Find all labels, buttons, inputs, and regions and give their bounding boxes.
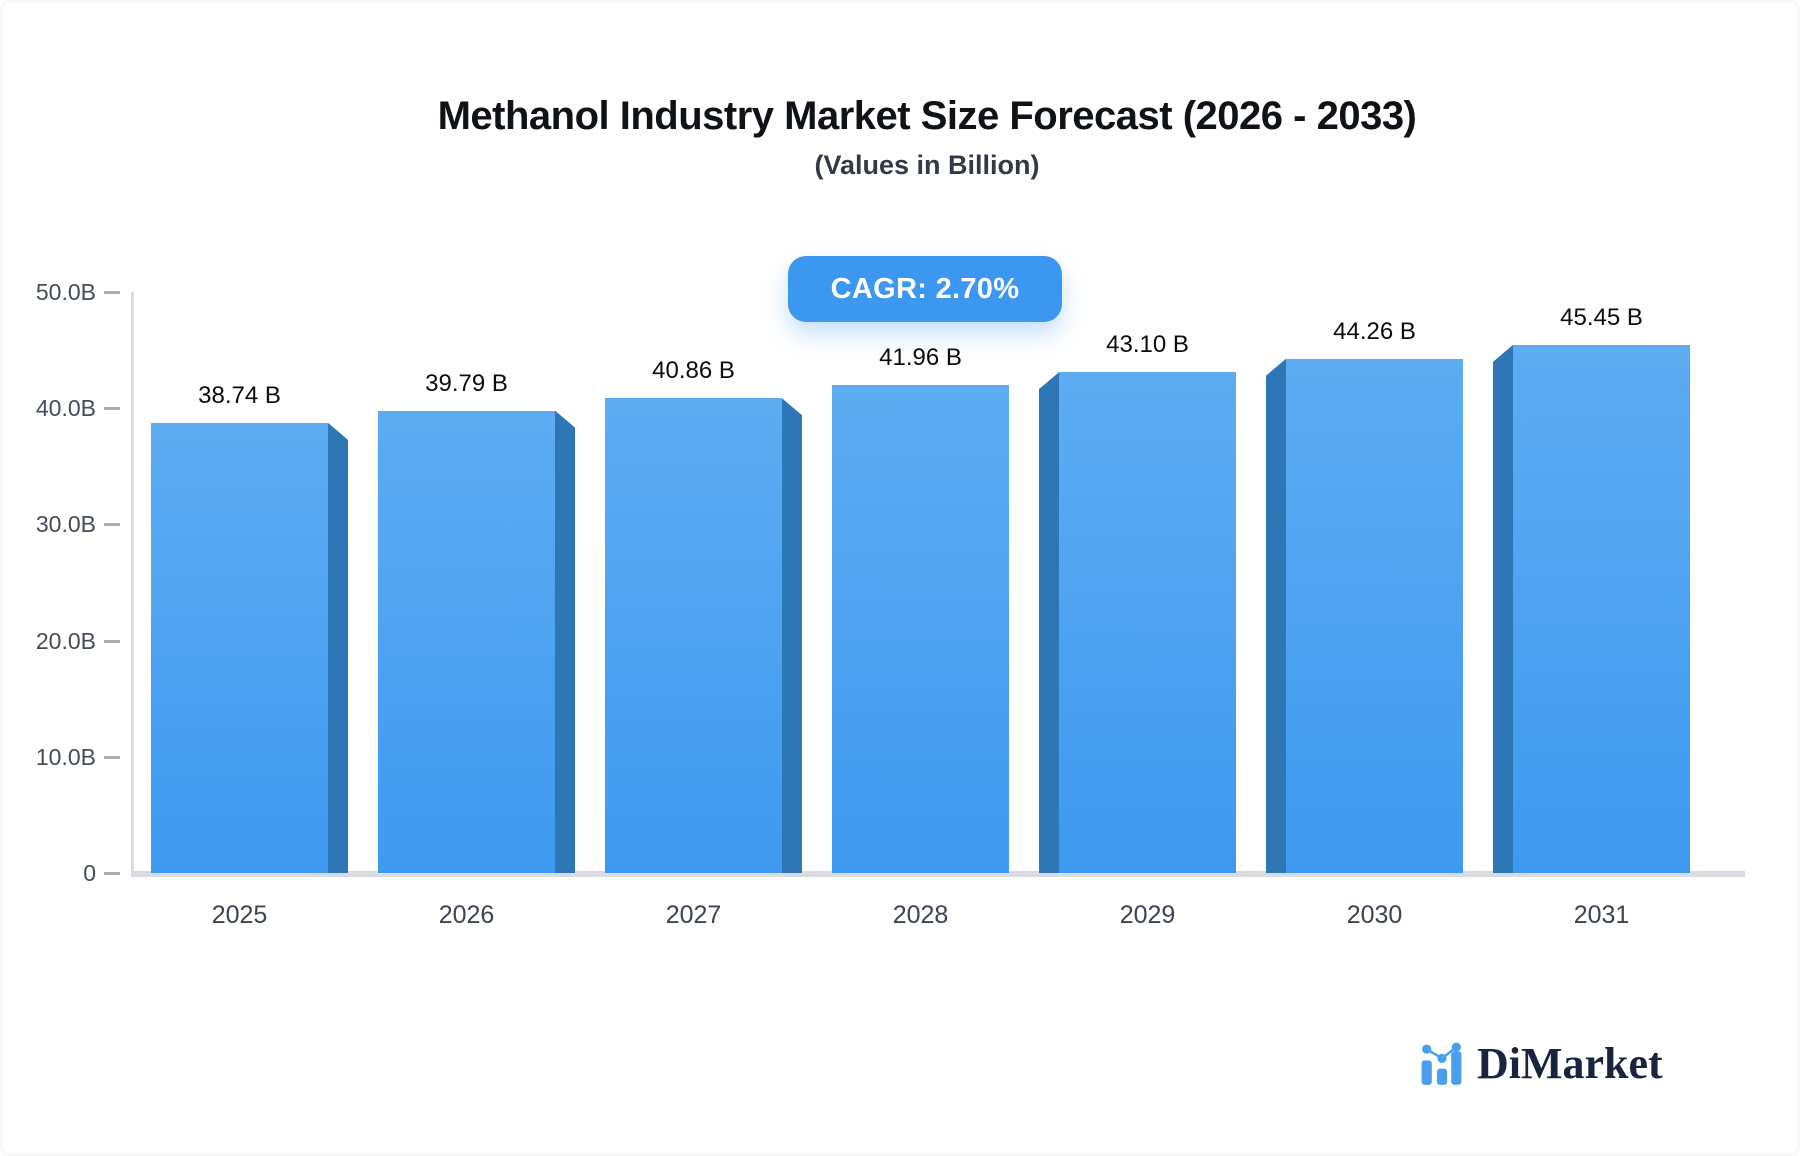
- x-axis-label: 2028: [892, 901, 949, 929]
- bar-2029: [1059, 372, 1236, 873]
- chart-subtitle: (Values in Billion): [814, 150, 1040, 180]
- bar-2027: [605, 398, 782, 873]
- bar-3d-side: [782, 398, 802, 873]
- x-axis-label: 2026: [438, 901, 495, 929]
- bar-2026: [378, 410, 555, 873]
- bar-2030: [1286, 358, 1463, 873]
- y-axis-line: [131, 292, 134, 876]
- chart-title: Methanol Industry Market Size Forecast (…: [437, 94, 1417, 138]
- x-axis-label: 2030: [1346, 901, 1403, 929]
- x-axis-label: 2027: [665, 901, 722, 929]
- y-tick-label: 50.0B: [35, 279, 96, 305]
- mini-bar-chart-logo-icon: [1421, 1042, 1462, 1085]
- x-axis-line: [131, 871, 1745, 877]
- y-tick-mark: [104, 872, 120, 875]
- y-tick-label: 30.0B: [35, 511, 96, 538]
- x-axis-label: 2029: [1119, 901, 1176, 929]
- bar-value-label: 39.79 B: [425, 369, 508, 397]
- bar-3d-side: [1039, 372, 1059, 873]
- y-tick-label: 40.0B: [35, 395, 96, 422]
- y-tick-label: 0: [83, 860, 96, 886]
- y-tick-mark: [104, 291, 120, 294]
- y-tick-mark: [104, 523, 120, 527]
- bar-3d-side: [1493, 344, 1513, 873]
- bar-value-label: 43.10 B: [1106, 331, 1189, 359]
- y-tick-mark: [104, 755, 120, 759]
- x-axis-label: 2025: [211, 901, 268, 929]
- dimarket-logo: DiMarket: [1416, 1040, 1663, 1088]
- bar-value-label: 40.86 B: [652, 357, 735, 385]
- bar-3d-side: [1266, 358, 1286, 873]
- y-tick-label: 20.0B: [35, 627, 96, 654]
- logo-text: DiMarket: [1477, 1039, 1663, 1088]
- y-tick-mark: [104, 407, 120, 411]
- y-tick-label: 10.0B: [35, 743, 96, 770]
- bar-value-label: 45.45 B: [1560, 303, 1643, 331]
- bar-2028: [832, 385, 1009, 873]
- bar-value-label: 38.74 B: [198, 381, 281, 409]
- bar-3d-side: [328, 422, 348, 873]
- y-tick-mark: [104, 639, 120, 643]
- bar-value-label: 44.26 B: [1333, 317, 1416, 345]
- cagr-badge: CAGR: 2.70%: [788, 256, 1062, 322]
- bar-3d-side: [555, 410, 575, 873]
- bar-2031: [1513, 344, 1690, 873]
- x-axis-label: 2031: [1573, 901, 1630, 929]
- bar-value-label: 41.96 B: [879, 344, 962, 372]
- bar-2025: [151, 422, 328, 873]
